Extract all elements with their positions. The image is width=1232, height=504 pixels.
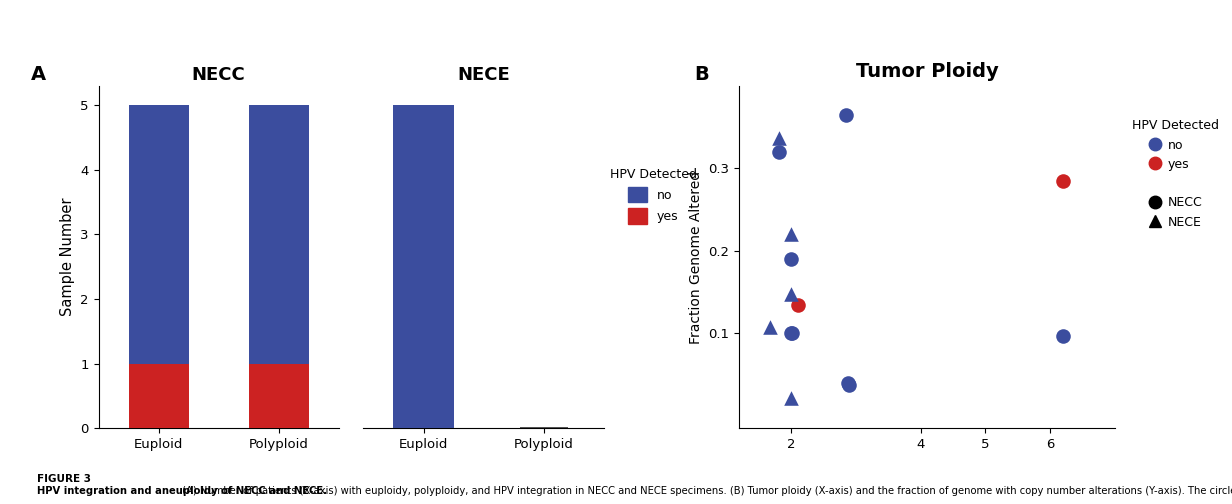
Legend: no, yes: no, yes <box>610 167 697 224</box>
Point <box>781 230 801 238</box>
Text: (A) Number of patients (X-axis) with euploidy, polyploidy, and HPV integration i: (A) Number of patients (X-axis) with eup… <box>179 486 1232 496</box>
Bar <box>249 364 309 428</box>
Bar <box>393 105 453 428</box>
Legend: no, yes, , NECC, NECE: no, yes, , NECC, NECE <box>1132 119 1220 229</box>
Point <box>1053 332 1073 340</box>
Title: NECC: NECC <box>192 66 245 84</box>
Point <box>770 148 790 156</box>
Point <box>1053 176 1073 184</box>
Point <box>781 290 801 298</box>
Point <box>839 381 859 389</box>
Text: FIGURE 3: FIGURE 3 <box>37 474 91 484</box>
Point <box>782 330 802 338</box>
Text: HPV integration and aneuploidy of NECC and NECE.: HPV integration and aneuploidy of NECC a… <box>37 486 326 496</box>
Bar <box>128 105 188 364</box>
Y-axis label: Sample Number: Sample Number <box>60 198 75 317</box>
Text: B: B <box>694 65 708 84</box>
Point <box>837 110 856 118</box>
Bar <box>249 105 309 364</box>
Title: Tumor Ploidy: Tumor Ploidy <box>856 62 998 81</box>
Point <box>781 330 801 338</box>
Point <box>781 255 801 263</box>
Point <box>838 379 857 387</box>
Text: A: A <box>31 65 47 84</box>
Point <box>781 394 801 402</box>
Title: NECE: NECE <box>457 66 510 84</box>
Y-axis label: Fraction Genome Altered: Fraction Genome Altered <box>689 170 703 344</box>
Point <box>787 300 807 308</box>
Bar <box>128 364 188 428</box>
Point <box>770 134 790 142</box>
Point <box>760 323 780 331</box>
